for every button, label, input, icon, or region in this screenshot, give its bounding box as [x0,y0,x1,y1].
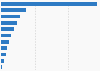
Bar [1,2,97,6]
Bar [1,27,14,31]
Bar [1,34,11,37]
Bar [1,21,17,25]
Bar [1,46,7,50]
Bar [1,8,26,12]
Bar [1,59,4,63]
Bar [1,40,8,44]
Bar [1,65,2,69]
Bar [1,15,20,18]
Bar [1,53,6,56]
